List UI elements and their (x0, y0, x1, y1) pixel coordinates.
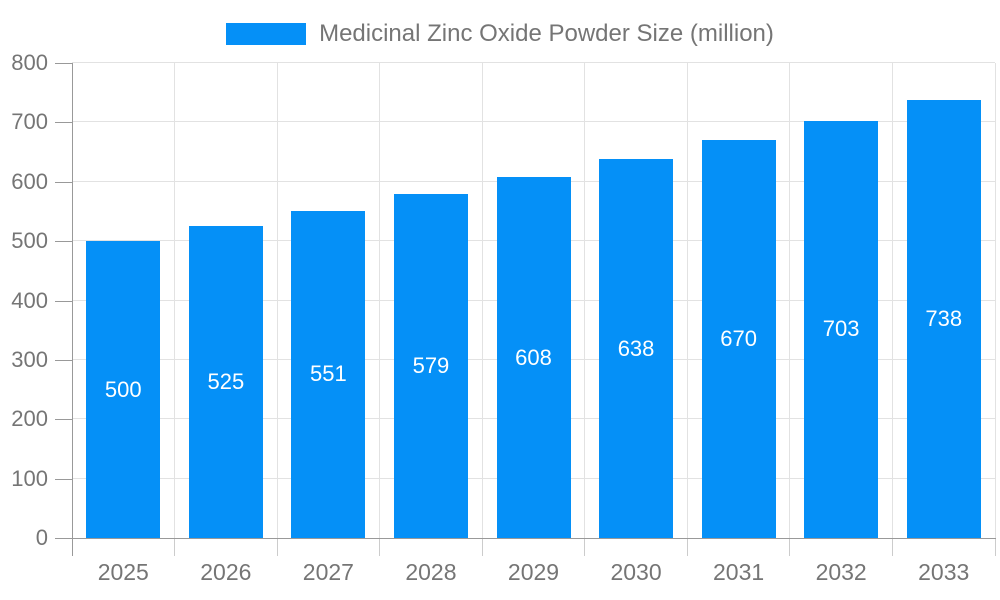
x-axis-tick-label: 2032 (815, 559, 867, 585)
y-axis-tick (55, 359, 72, 361)
bar[interactable]: 703 (804, 120, 879, 538)
x-axis-tick (994, 539, 996, 556)
x-axis-tick (379, 539, 381, 556)
y-axis-tick-label: 700 (11, 109, 48, 135)
bar-value-label: 500 (104, 376, 142, 402)
x-axis-tick (481, 539, 483, 556)
y-axis-tick-label: 800 (11, 50, 48, 75)
legend-label: Medicinal Zinc Oxide Powder Size (millio… (319, 20, 774, 47)
y-axis-tick (55, 63, 72, 64)
bar-value-label: 670 (720, 326, 757, 352)
bar[interactable]: 525 (188, 226, 263, 538)
x-axis-tick (584, 539, 586, 556)
y-axis-tick (55, 538, 72, 539)
x-axis-tick (891, 539, 893, 556)
x-axis-tick-label: 2025 (97, 559, 149, 585)
y-axis-tick-label: 400 (11, 287, 48, 313)
bar-value-label: 579 (412, 353, 450, 379)
y-axis-tick-label: 200 (11, 406, 48, 432)
legend-swatch (226, 23, 307, 45)
plot-area: 500 525 551 579 608 638 670 703 738 (72, 62, 996, 538)
v-gridline (379, 63, 381, 538)
x-axis-tick-label: 2026 (200, 559, 252, 585)
bar-value-label: 551 (310, 361, 347, 387)
y-gridline (72, 121, 995, 123)
y-axis-tick (55, 300, 72, 302)
v-gridline (891, 63, 893, 538)
v-gridline (686, 63, 688, 538)
bar[interactable]: 638 (599, 159, 674, 538)
x-axis-tick-label: 2031 (713, 559, 765, 585)
y-axis-tick (55, 181, 72, 183)
bar-value-label: 738 (925, 305, 963, 331)
legend[interactable]: Medicinal Zinc Oxide Powder Size (millio… (0, 20, 1000, 48)
bar-value-label: 638 (617, 335, 655, 361)
bar[interactable]: 551 (291, 210, 366, 538)
y-axis-tick (55, 478, 72, 480)
bar[interactable]: 738 (906, 99, 981, 538)
v-gridline (994, 63, 996, 538)
v-gridline (584, 63, 586, 538)
v-gridline (276, 63, 278, 538)
y-axis-tick-label: 100 (11, 465, 48, 491)
bar[interactable]: 579 (393, 194, 468, 538)
bar[interactable]: 500 (86, 241, 161, 538)
x-axis-tick-label: 2033 (918, 559, 970, 585)
x-axis-line (72, 538, 996, 539)
x-axis-tick-label: 2030 (610, 559, 662, 585)
x-axis-tick-label: 2028 (405, 559, 457, 585)
y-axis-tick (55, 122, 72, 124)
bar[interactable]: 670 (701, 140, 776, 538)
y-axis-tick (55, 419, 72, 421)
x-axis-tick (276, 539, 278, 556)
x-axis-tick-label: 2027 (302, 559, 354, 585)
bar-value-label: 608 (515, 344, 552, 370)
bar-value-label: 525 (207, 369, 245, 395)
x-axis-tick (174, 539, 176, 556)
v-gridline (174, 63, 176, 538)
y-axis-line (72, 63, 73, 556)
y-axis-tick (55, 241, 72, 243)
y-axis-tick-label: 500 (11, 228, 48, 254)
x-axis-tick-label: 2029 (507, 559, 560, 585)
x-axis-tick (789, 539, 791, 556)
bar-value-label: 703 (822, 316, 860, 342)
y-axis-tick-label: 600 (11, 168, 48, 194)
y-axis-tick-label: 0 (35, 525, 48, 550)
v-gridline (481, 63, 483, 538)
bar[interactable]: 608 (496, 177, 571, 538)
v-gridline (789, 63, 791, 538)
y-axis-tick-label: 300 (11, 346, 48, 372)
y-gridline (72, 62, 995, 63)
x-axis-tick (686, 539, 688, 556)
